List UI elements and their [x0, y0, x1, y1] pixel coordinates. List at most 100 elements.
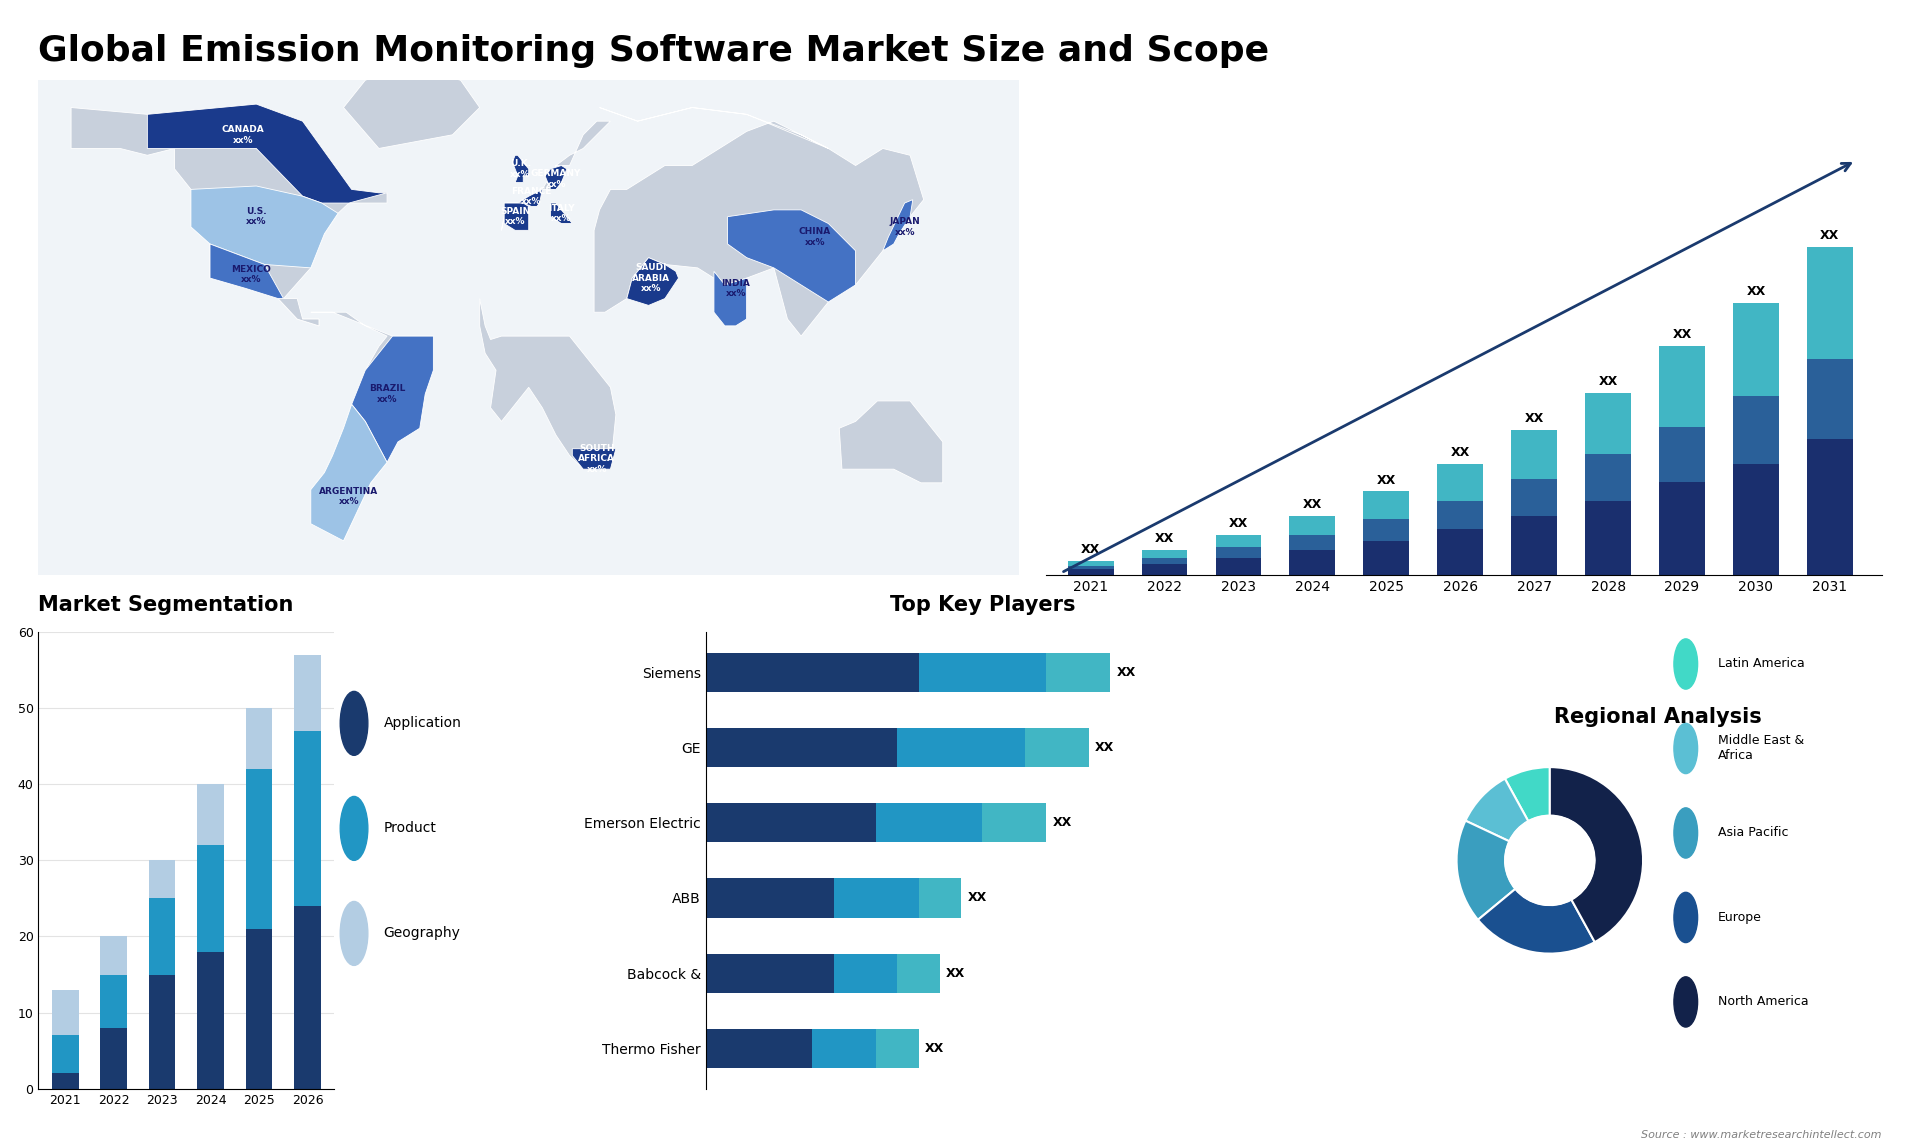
Bar — [1734, 395, 1778, 464]
Bar — [1511, 430, 1557, 479]
Bar — [1438, 501, 1482, 528]
Circle shape — [340, 691, 369, 755]
Polygon shape — [545, 165, 566, 189]
Bar — [100, 1028, 127, 1089]
Bar — [707, 1029, 812, 1068]
Bar — [707, 728, 897, 767]
Bar — [1734, 464, 1778, 575]
Text: U.K.
xx%: U.K. xx% — [511, 159, 532, 179]
Bar — [1290, 550, 1334, 575]
Bar — [246, 929, 273, 1089]
Bar — [897, 728, 1025, 767]
Bar — [918, 653, 1046, 692]
Polygon shape — [728, 210, 856, 303]
Text: XX: XX — [1820, 229, 1839, 242]
Text: MEXICO
xx%: MEXICO xx% — [230, 265, 271, 284]
Text: SOUTH
AFRICA
xx%: SOUTH AFRICA xx% — [578, 444, 614, 473]
Bar — [707, 803, 876, 842]
Text: Application: Application — [384, 716, 461, 730]
Polygon shape — [883, 199, 912, 251]
Bar — [812, 1029, 876, 1068]
Bar — [1363, 519, 1409, 541]
Text: XX: XX — [1747, 285, 1766, 298]
Polygon shape — [71, 104, 388, 325]
Bar — [1659, 482, 1705, 575]
Polygon shape — [148, 104, 388, 203]
Text: XX: XX — [1672, 328, 1692, 342]
Bar — [1586, 393, 1630, 454]
Bar — [707, 653, 918, 692]
Text: Market Segmentation: Market Segmentation — [38, 595, 294, 615]
Polygon shape — [344, 66, 480, 149]
Text: CHINA
xx%: CHINA xx% — [799, 227, 831, 246]
Text: XX: XX — [947, 967, 966, 980]
Text: Middle East &
Africa: Middle East & Africa — [1718, 735, 1805, 762]
Polygon shape — [278, 299, 319, 325]
Text: CANADA
xx%: CANADA xx% — [221, 125, 265, 144]
Bar — [52, 990, 79, 1036]
Polygon shape — [501, 121, 611, 230]
Bar — [294, 654, 321, 731]
Bar — [1215, 547, 1261, 558]
Bar — [1142, 564, 1187, 575]
Text: U.S.
xx%: U.S. xx% — [246, 207, 267, 227]
Bar — [1215, 535, 1261, 547]
Text: XX: XX — [1229, 517, 1248, 529]
Bar — [1586, 454, 1630, 501]
Text: SPAIN
xx%: SPAIN xx% — [499, 207, 530, 227]
Text: XX: XX — [1377, 473, 1396, 487]
Circle shape — [1505, 816, 1596, 905]
Bar — [1807, 359, 1853, 439]
Bar — [833, 953, 897, 992]
Bar — [148, 898, 175, 974]
Bar — [1438, 464, 1482, 501]
Circle shape — [1674, 893, 1697, 942]
Bar — [1807, 248, 1853, 359]
Text: FRANCE
xx%: FRANCE xx% — [511, 187, 551, 206]
Bar — [198, 951, 225, 1089]
Bar — [294, 906, 321, 1089]
Text: Asia Pacific: Asia Pacific — [1718, 826, 1789, 840]
Polygon shape — [209, 244, 284, 299]
Bar — [1363, 541, 1409, 575]
Bar — [52, 1074, 79, 1089]
Text: XX: XX — [968, 892, 987, 904]
Polygon shape — [626, 258, 678, 305]
Bar — [100, 936, 127, 974]
Text: XX: XX — [1599, 375, 1619, 387]
Polygon shape — [480, 299, 616, 469]
Text: GERMANY
xx%: GERMANY xx% — [530, 170, 582, 189]
Text: XX: XX — [1116, 666, 1135, 678]
Text: XX: XX — [1524, 411, 1544, 425]
Bar — [148, 974, 175, 1089]
Polygon shape — [518, 189, 541, 206]
Circle shape — [1674, 638, 1697, 689]
Wedge shape — [1505, 767, 1549, 822]
Text: ITALY
xx%: ITALY xx% — [547, 204, 574, 223]
Bar — [1068, 568, 1114, 575]
Bar — [1659, 426, 1705, 482]
Bar — [876, 1029, 918, 1068]
Bar — [1659, 346, 1705, 426]
Circle shape — [340, 796, 369, 861]
Text: XX: XX — [1081, 543, 1100, 557]
Circle shape — [340, 902, 369, 965]
Bar — [983, 803, 1046, 842]
Text: Top Key Players: Top Key Players — [889, 595, 1075, 615]
Text: SAUDI
ARABIA
xx%: SAUDI ARABIA xx% — [632, 264, 670, 293]
Text: XX: XX — [925, 1042, 945, 1054]
Bar — [1290, 535, 1334, 550]
Text: XX: XX — [1452, 446, 1471, 458]
Bar — [1734, 303, 1778, 395]
Circle shape — [1674, 976, 1697, 1027]
Bar — [1290, 516, 1334, 535]
Polygon shape — [505, 203, 528, 230]
Bar — [897, 953, 941, 992]
Polygon shape — [513, 155, 528, 182]
Text: Product: Product — [384, 822, 436, 835]
Bar — [1807, 439, 1853, 575]
Text: XX: XX — [1052, 816, 1071, 830]
Circle shape — [1674, 723, 1697, 774]
Polygon shape — [311, 312, 434, 541]
Bar — [1068, 566, 1114, 568]
